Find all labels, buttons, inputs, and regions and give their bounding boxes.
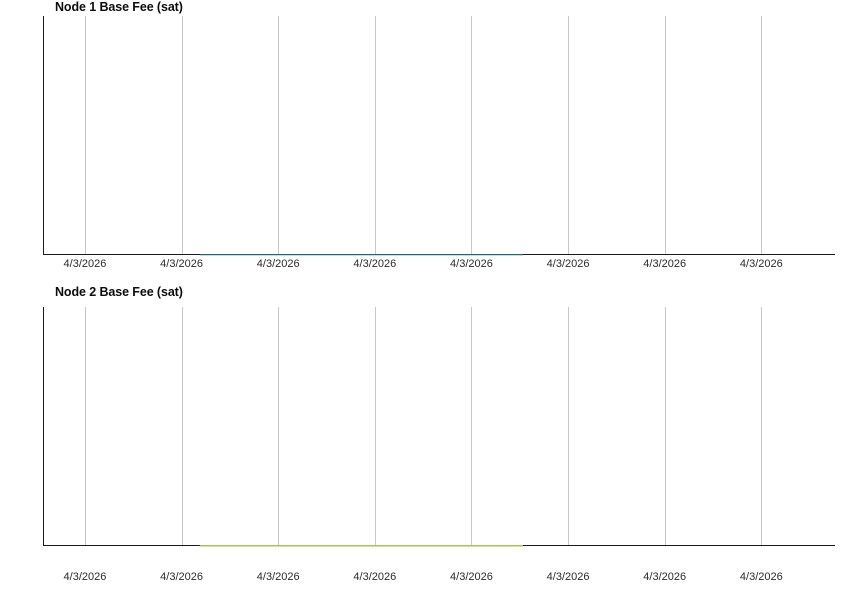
x-tick-label: 4/3/2026: [643, 571, 687, 583]
plot-area-node1: [43, 16, 835, 255]
x-tick-label: 4/3/2026: [450, 258, 493, 270]
x-tick-label: 4/3/2026: [643, 258, 687, 270]
x-tick-label: 4/3/2026: [63, 258, 107, 270]
chart-panel-node2: Node 2 Base Fee (sat) 4/3/2026 4/3/2026 …: [0, 285, 860, 583]
plot-area-node2: [43, 307, 835, 546]
x-tick-label: 4/3/2026: [739, 571, 783, 583]
y-axis-line-node2: [43, 307, 44, 546]
x-tick-labels-node2: 4/3/2026 4/3/2026 4/3/2026 4/3/2026 4/3/…: [43, 571, 835, 591]
x-tick-label: 4/3/2026: [353, 571, 397, 583]
x-tick-label: 4/3/2026: [256, 571, 300, 583]
x-tick-label: 4/3/2026: [160, 571, 204, 583]
series-line-node2: [43, 307, 835, 546]
y-axis-line-node1: [43, 16, 44, 255]
chart-title-node1: Node 1 Base Fee (sat): [55, 0, 183, 14]
x-tick-labels-node1: 4/3/2026 4/3/2026 4/3/2026 4/3/2026 4/3/…: [43, 258, 835, 278]
x-tick-label: 4/3/2026: [353, 258, 397, 270]
chart-panel-node1: Node 1 Base Fee (sat) 4/3/2026 4/3/2026 …: [0, 0, 860, 285]
chart-title-node2: Node 2 Base Fee (sat): [55, 285, 183, 299]
x-tick-label: 4/3/2026: [160, 258, 204, 270]
x-tick-label: 4/3/2026: [546, 258, 590, 270]
series-line-node1: [43, 16, 835, 255]
x-tick-label: 4/3/2026: [739, 258, 783, 270]
x-tick-label: 4/3/2026: [63, 571, 107, 583]
x-tick-label: 4/3/2026: [450, 571, 493, 583]
x-tick-label: 4/3/2026: [256, 258, 300, 270]
x-tick-label: 4/3/2026: [546, 571, 590, 583]
